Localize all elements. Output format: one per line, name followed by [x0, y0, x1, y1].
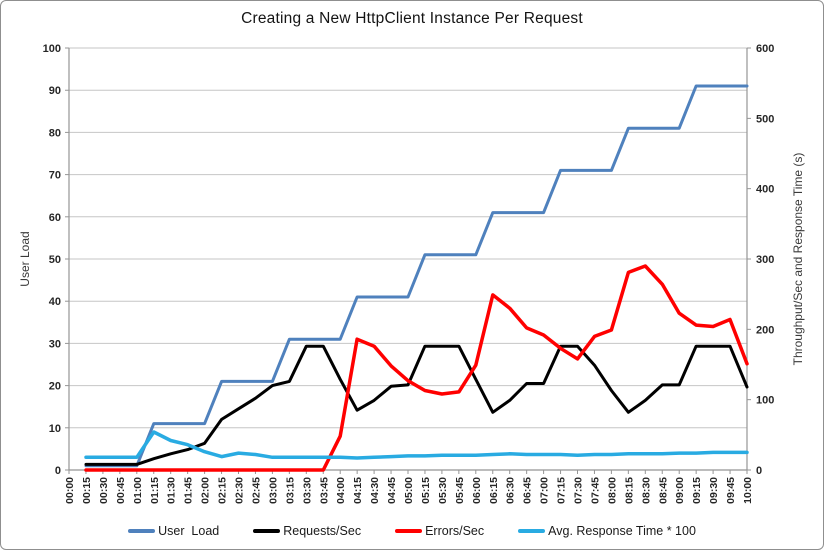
x-tick-label: 03:00 [267, 477, 279, 504]
x-tick-label: 05:00 [403, 477, 415, 504]
y-tick-label: 60 [49, 212, 61, 224]
x-tick-label: 04:30 [369, 477, 381, 504]
y-tick-label: 90 [49, 85, 61, 97]
x-tick-label: 04:15 [352, 477, 364, 504]
x-tick-label: 09:00 [674, 477, 686, 504]
x-tick-label: 05:15 [420, 477, 432, 504]
y-axis-left-title: User Load [18, 231, 32, 286]
y-tick-label: 80 [49, 127, 61, 139]
x-tick-label: 00:30 [98, 477, 110, 504]
x-tick-label: 07:00 [539, 477, 551, 504]
x-tick-label: 03:15 [284, 477, 296, 504]
y-tick-label: 40 [49, 296, 61, 308]
legend-line-swatch [128, 529, 156, 533]
y-axis-left-labels: 0 10 20 30 40 50 60 70 80 90 100 [43, 43, 61, 477]
y-tick-label: 100 [43, 43, 61, 55]
x-tick-label: 02:30 [234, 477, 246, 504]
x-tick-label: 03:45 [318, 477, 330, 504]
series-lines [84, 84, 749, 472]
y-tick-label: 200 [756, 324, 774, 336]
legend-label: Errors/Sec [425, 524, 485, 538]
y-tick-label: 500 [756, 113, 774, 125]
legend-item: Avg. Response Time * 100 [518, 524, 696, 538]
gridlines [69, 47, 747, 429]
legend-label: Avg. Response Time * 100 [548, 524, 696, 538]
x-tick-label: 07:15 [556, 477, 568, 504]
x-tick-label: 09:30 [708, 477, 720, 504]
x-tick-label: 02:15 [217, 477, 229, 504]
x-tick-label: 09:45 [725, 477, 737, 504]
legend-line-swatch [518, 529, 546, 533]
x-tick-label: 03:30 [301, 477, 313, 504]
y-tick-label: 10 [49, 423, 61, 435]
y-tick-label: 0 [55, 465, 61, 477]
x-axis-labels: 00:00 00:15 00:30 00:45 01:00 01:15 01:30 01:45… [64, 477, 754, 504]
x-tick-label: 01:00 [132, 477, 144, 504]
x-tick-label: 05:45 [454, 477, 466, 504]
series-line-errors-sec [84, 264, 749, 472]
tick-marks [65, 47, 751, 474]
legend-line-swatch [253, 529, 281, 533]
x-tick-label: 02:45 [250, 477, 262, 504]
legend-item: Requests/Sec [253, 524, 361, 538]
x-tick-label: 06:45 [522, 477, 534, 504]
chart-legend: User Load Requests/Sec Errors/Sec Avg. Resp… [1, 524, 823, 538]
y-tick-label: 50 [49, 254, 61, 266]
series-line-requests-sec [84, 344, 749, 466]
y-tick-label: 30 [49, 338, 61, 350]
x-tick-label: 06:00 [471, 477, 483, 504]
y-tick-label: 300 [756, 254, 774, 266]
y-tick-label: 400 [756, 184, 774, 196]
x-tick-label: 04:45 [386, 477, 398, 504]
x-tick-label: 08:00 [606, 477, 618, 504]
x-tick-label: 06:30 [505, 477, 517, 504]
x-tick-label: 08:15 [623, 477, 635, 504]
x-tick-label: 09:15 [691, 477, 703, 504]
x-tick-label: 08:30 [640, 477, 652, 504]
x-tick-label: 08:45 [657, 477, 669, 504]
y-axis-right-labels: 0 100 200 300 400 500 600 [756, 43, 774, 477]
y-tick-label: 600 [756, 43, 774, 55]
y-tick-label: 0 [756, 465, 762, 477]
x-tick-label: 00:15 [81, 477, 93, 504]
y-axis-right-title: Throughput/Sec and Response Time (s) [791, 153, 805, 366]
series-line-avg-response-time-100 [84, 430, 749, 460]
legend-line-swatch [395, 529, 423, 533]
x-tick-label: 05:30 [437, 477, 449, 504]
x-tick-label: 01:15 [149, 477, 161, 504]
x-tick-label: 06:15 [488, 477, 500, 504]
series-line-user-load [84, 84, 749, 468]
x-tick-label: 10:00 [742, 477, 754, 504]
y-tick-label: 100 [756, 395, 774, 407]
legend-label: User Load [158, 524, 220, 538]
y-tick-label: 20 [49, 381, 61, 393]
legend-item: Errors/Sec [395, 524, 484, 538]
x-tick-label: 01:30 [166, 477, 178, 504]
x-tick-label: 02:00 [200, 477, 212, 504]
chart-title: Creating a New HttpClient Instance Per R… [241, 10, 583, 27]
x-tick-label: 00:00 [64, 477, 76, 504]
x-tick-label: 07:45 [589, 477, 601, 504]
x-tick-label: 01:45 [183, 477, 195, 504]
legend-label: Requests/Sec [283, 524, 362, 538]
y-tick-label: 70 [49, 170, 61, 182]
legend-item: User Load [128, 524, 219, 538]
x-tick-label: 00:45 [115, 477, 127, 504]
x-tick-label: 04:00 [335, 477, 347, 504]
x-tick-label: 07:30 [573, 477, 585, 504]
